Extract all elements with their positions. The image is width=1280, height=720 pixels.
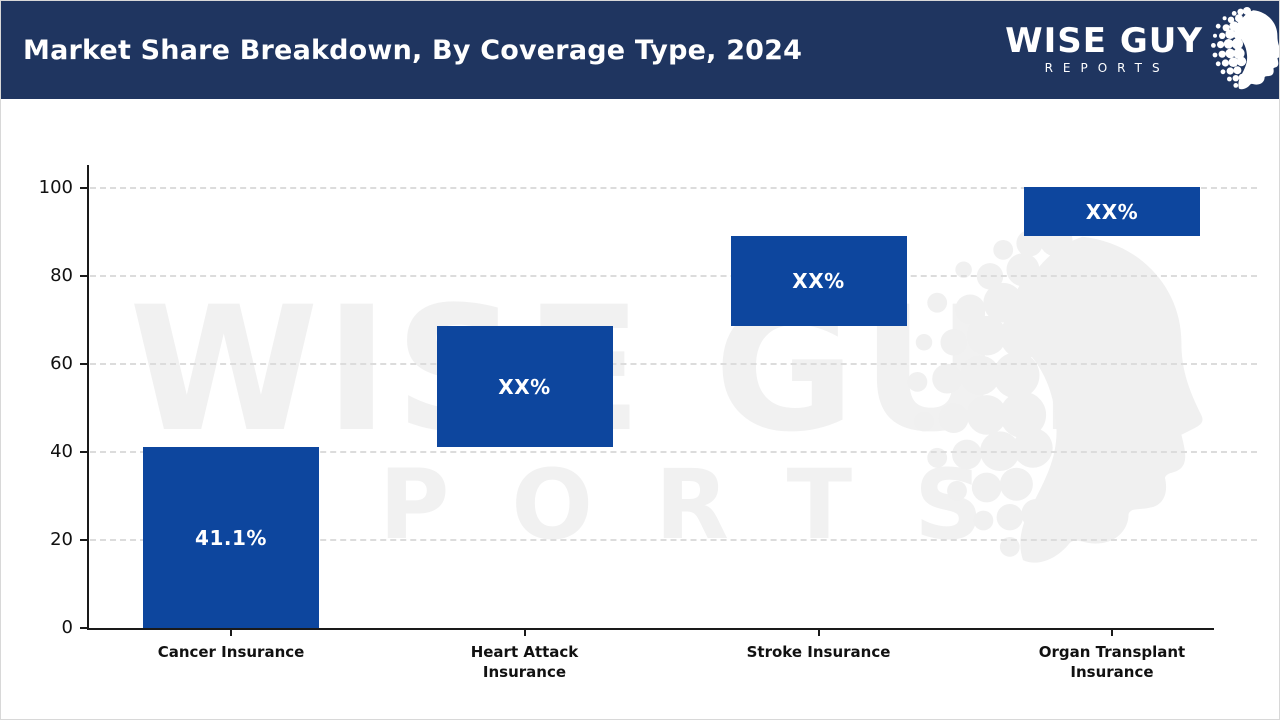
bar-value-label: XX%: [792, 269, 845, 294]
y-gridline: [90, 363, 1257, 365]
x-tick-mark: [230, 630, 232, 636]
wiseguy-face-logo-icon: [1203, 7, 1280, 95]
x-category-label: Stroke Insurance: [746, 643, 891, 661]
chart-title: Market Share Breakdown, By Coverage Type…: [23, 34, 803, 66]
bar-value-label: XX%: [1085, 199, 1139, 224]
market-share-bar: 41.1%: [143, 447, 319, 628]
y-tick-label: 100: [38, 177, 73, 198]
y-tick-mark: [80, 451, 87, 453]
x-category-label: Heart Attack Insurance: [470, 643, 579, 681]
y-tick-mark: [80, 627, 87, 629]
y-gridline: [90, 451, 1257, 453]
x-tick-mark: [1111, 630, 1113, 636]
y-tick-label: 80: [50, 265, 73, 286]
wiseguy-logo-wordmark: WISE GUY: [1005, 21, 1203, 61]
bar-value-label: XX%: [498, 374, 551, 399]
x-tick-mark: [523, 630, 526, 636]
y-gridline: [90, 187, 1257, 189]
y-tick-mark: [80, 275, 87, 277]
y-tick-mark: [80, 539, 87, 541]
x-axis-line: [87, 628, 1214, 630]
wiseguy-logo: WISE GUY REPORTS: [1005, 23, 1203, 75]
x-category-label: Cancer Insurance: [157, 643, 305, 661]
header-bar: Market Share Breakdown, By Coverage Type…: [1, 1, 1280, 99]
y-tick-label: 0: [61, 617, 73, 638]
y-tick-mark: [80, 187, 87, 189]
watermark-reports-text: PORTS: [379, 449, 1046, 561]
y-gridline: [90, 539, 1257, 541]
x-category-label: Organ Transplant Insurance: [1038, 643, 1186, 681]
y-tick-label: 20: [50, 529, 73, 550]
market-share-bar: XX%: [436, 326, 613, 448]
y-tick-label: 40: [50, 441, 73, 462]
market-share-bar: XX%: [730, 235, 907, 327]
x-tick-mark: [817, 630, 820, 636]
market-share-bar: XX%: [1024, 187, 1200, 236]
bar-value-label: 41.1%: [195, 525, 267, 550]
wiseguy-logo-reports-label: REPORTS: [1044, 61, 1170, 75]
y-tick-mark: [80, 363, 87, 365]
y-axis-line: [87, 165, 89, 630]
y-tick-label: 60: [50, 353, 73, 374]
y-gridline: [90, 275, 1257, 277]
